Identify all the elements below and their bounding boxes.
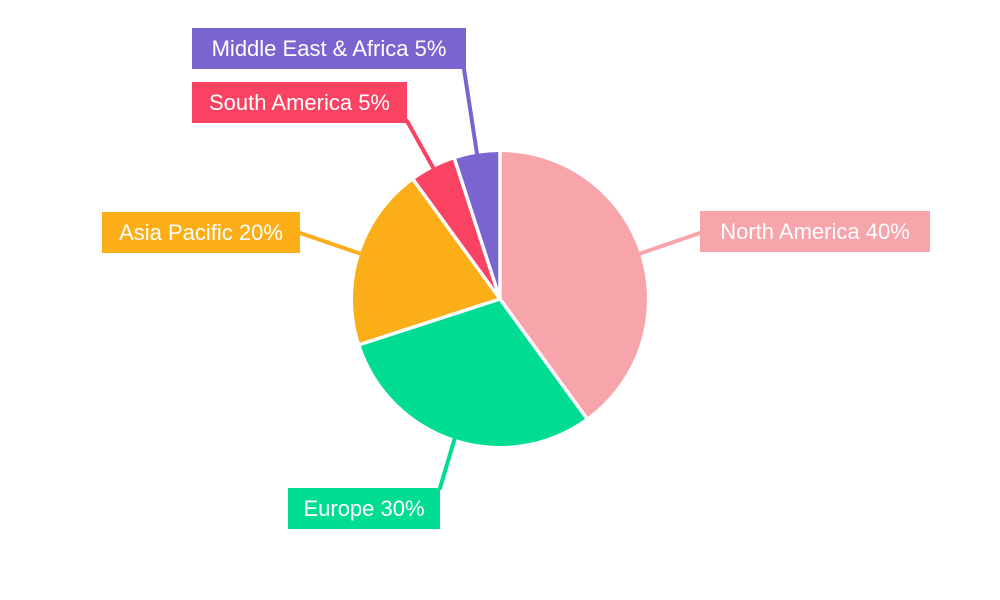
- pie-label-text: Middle East & Africa 5%: [211, 36, 447, 61]
- pie-label-asia-pacific: Asia Pacific 20%: [102, 212, 300, 253]
- pie-label-text: Asia Pacific 20%: [119, 220, 283, 245]
- leader-line-middle-east-africa: [462, 67, 479, 156]
- slice-separator: [452, 158, 502, 300]
- pie-label-europe: Europe 30%: [288, 488, 440, 529]
- pie-label-south-america: South America 5%: [192, 82, 407, 123]
- pie-slice-europe[interactable]: [360, 299, 587, 446]
- slice-separator: [412, 179, 502, 301]
- slice-separator: [359, 297, 501, 347]
- slice-separator: [498, 297, 588, 419]
- pie-label-text: North America 40%: [720, 219, 910, 244]
- pie-slice-asia-pacific[interactable]: [353, 180, 500, 345]
- pie-slice-north-america[interactable]: [500, 152, 647, 418]
- pie-label-text: Europe 30%: [303, 496, 425, 521]
- leader-line-north-america: [637, 231, 702, 256]
- pie-label-text: South America 5%: [209, 90, 390, 115]
- pie-slice-south-america[interactable]: [413, 159, 500, 299]
- leader-line-asia-pacific: [298, 231, 363, 256]
- leader-line-europe: [438, 436, 457, 490]
- pie-label-middle-east-africa: Middle East & Africa 5%: [192, 28, 466, 69]
- pie-label-north-america: North America 40%: [700, 211, 930, 252]
- leader-line-south-america: [405, 119, 436, 170]
